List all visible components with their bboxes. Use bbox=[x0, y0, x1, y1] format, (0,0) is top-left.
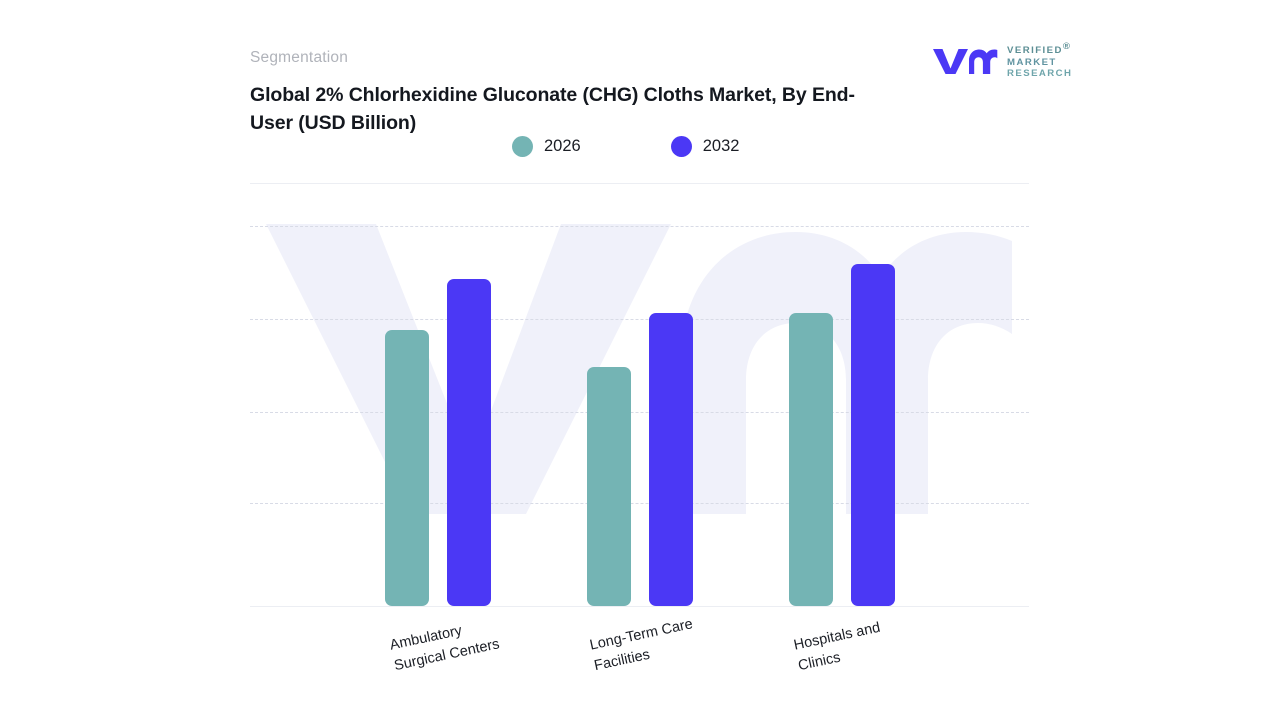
registered-mark-icon: ® bbox=[1062, 41, 1072, 52]
bar-ambulatory-surgical-centers-2026[interactable] bbox=[385, 330, 429, 606]
gridline bbox=[250, 503, 1029, 504]
x-axis-category-labels: Ambulatory Surgical Centers Long-Term Ca… bbox=[250, 607, 1029, 707]
header-divider bbox=[250, 183, 1029, 184]
legend-swatch-circle-icon bbox=[512, 136, 533, 157]
legend-swatch-circle-icon bbox=[670, 136, 692, 157]
legend-item-2026[interactable]: 2026 bbox=[512, 136, 581, 157]
bar-long-term-care-facilities-2032[interactable] bbox=[649, 313, 693, 606]
chart-bars bbox=[250, 206, 1029, 607]
chart-legend: 2026 2032 bbox=[512, 136, 739, 157]
gridline bbox=[250, 412, 1029, 413]
logo-line-market: MARKET bbox=[1007, 56, 1057, 68]
logo-line-verified: VERIFIED® bbox=[1007, 41, 1072, 57]
bar-hospitals-and-clinics-2032[interactable] bbox=[851, 264, 895, 606]
x-axis-label-ambulatory-surgical-centers: Ambulatory Surgical Centers bbox=[388, 622, 501, 675]
legend-label: 2026 bbox=[544, 137, 581, 155]
verified-market-research-logo: VERIFIED® MARKET RESEARCH bbox=[932, 41, 1073, 79]
gridline bbox=[250, 226, 1029, 227]
segmentation-kicker: Segmentation bbox=[250, 49, 349, 66]
legend-item-2032[interactable]: 2032 bbox=[670, 136, 740, 157]
bar-hospitals-and-clinics-2026[interactable] bbox=[789, 313, 833, 606]
bar-long-term-care-facilities-2026[interactable] bbox=[587, 367, 631, 606]
chart-plot-area bbox=[250, 206, 1029, 607]
x-axis-label-hospitals-and-clinics: Hospitals and Clinics bbox=[792, 619, 882, 675]
x-axis-label-long-term-care-facilities: Long-Term Care Facilities bbox=[588, 616, 695, 675]
chart-gridlines bbox=[250, 206, 1029, 607]
vm-logo-icon bbox=[933, 48, 998, 74]
logo-wordmark: VERIFIED® MARKET RESEARCH bbox=[1007, 41, 1073, 79]
legend-label: 2032 bbox=[702, 137, 740, 155]
logo-line-research: RESEARCH bbox=[1007, 67, 1073, 79]
gridline bbox=[250, 319, 1029, 320]
bar-ambulatory-surgical-centers-2032[interactable] bbox=[447, 279, 491, 606]
page-title: Global 2% Chlorhexidine Gluconate (CHG) … bbox=[250, 84, 855, 134]
x-axis-line bbox=[250, 606, 1029, 607]
